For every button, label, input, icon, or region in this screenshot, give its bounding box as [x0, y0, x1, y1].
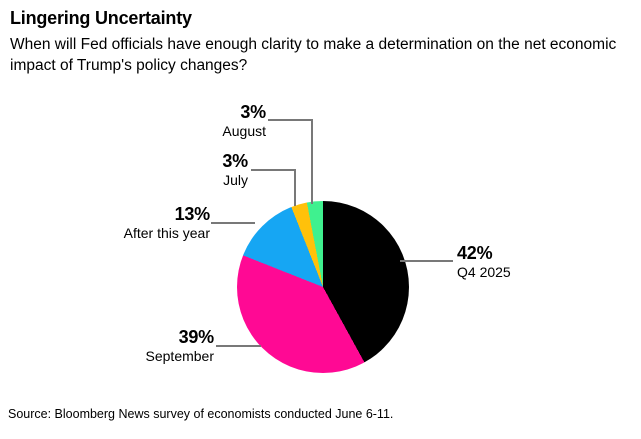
- leader-line-after-this-year: [211, 222, 255, 224]
- slice-name-september: September: [145, 348, 214, 364]
- slice-percent-july: 3%: [222, 151, 248, 171]
- slice-name-q4-2025: Q4 2025: [457, 264, 511, 280]
- source-note: Source: Bloomberg News survey of economi…: [8, 407, 394, 421]
- slice-label-july: 3% July: [222, 151, 248, 189]
- slice-name-august: August: [222, 123, 266, 139]
- slice-percent-august: 3%: [240, 102, 266, 122]
- slice-percent-september: 39%: [178, 327, 215, 347]
- leader-line-august-vertical: [311, 119, 313, 204]
- chart-title: Lingering Uncertainty: [10, 8, 192, 28]
- slice-label-q4-2025: 42% Q4 2025: [457, 243, 511, 281]
- slice-label-after-this-year: 13% After this year: [123, 204, 211, 242]
- leader-line-july-vertical: [294, 169, 296, 206]
- pie-chart: [237, 201, 409, 373]
- slice-percent-after-this-year: 13%: [174, 204, 211, 224]
- leader-line-august-horizontal: [268, 119, 313, 121]
- slice-percent-q4-2025: 42%: [457, 243, 493, 263]
- chart-subtitle: When will Fed officials have enough clar…: [10, 36, 617, 74]
- slice-label-september: 39% September: [145, 327, 215, 365]
- slice-label-august: 3% August: [222, 102, 266, 140]
- leader-line-q4-2025: [400, 260, 453, 262]
- slice-name-july: July: [223, 172, 248, 188]
- slice-name-after-this-year: After this year: [123, 225, 210, 241]
- leader-line-july-horizontal: [251, 169, 296, 171]
- leader-line-september: [216, 345, 261, 347]
